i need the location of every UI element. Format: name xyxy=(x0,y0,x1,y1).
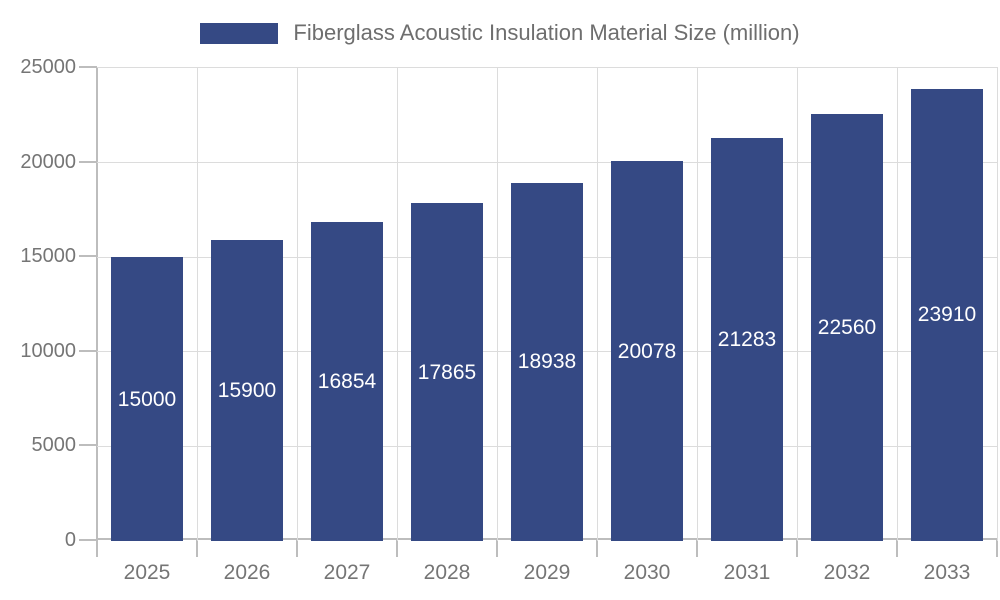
x-tick-label: 2028 xyxy=(423,561,471,584)
bar-value-label: 23910 xyxy=(917,303,977,327)
y-tick-label: 25000 xyxy=(20,56,76,78)
x-tick-mark xyxy=(196,540,198,557)
x-tick-label: 2025 xyxy=(123,561,171,584)
plot-area: 15000 15900 16854 17865 18938 20078 21283 22560… xyxy=(97,67,998,541)
y-tick-mark xyxy=(79,444,97,447)
x-tick-label: 2033 xyxy=(923,561,971,584)
bar[interactable]: 20078 xyxy=(611,161,683,541)
bar[interactable]: 21283 xyxy=(711,138,783,541)
bar[interactable]: 17865 xyxy=(411,203,483,541)
bar-value-label: 21283 xyxy=(717,328,777,352)
y-tick-label: 20000 xyxy=(20,150,76,173)
x-tick-label: 2027 xyxy=(323,561,371,584)
bar[interactable]: 23910 xyxy=(911,88,983,541)
gridline-vertical xyxy=(796,68,798,541)
x-tick-mark xyxy=(696,540,698,557)
y-tick-mark xyxy=(79,349,97,352)
x-tick-label: 2030 xyxy=(623,561,671,584)
y-axis-line xyxy=(96,67,98,540)
x-tick-mark xyxy=(96,540,98,557)
bar[interactable]: 18938 xyxy=(511,182,583,541)
y-tick-mark xyxy=(79,255,97,258)
gridline-vertical xyxy=(896,68,898,541)
x-tick-label: 2029 xyxy=(523,561,571,584)
x-tick-label: 2026 xyxy=(223,561,271,584)
x-tick-mark xyxy=(396,540,398,557)
bar-value-label: 18938 xyxy=(517,350,577,374)
bar[interactable]: 16854 xyxy=(311,222,383,541)
x-tick-mark xyxy=(796,540,798,557)
x-tick-mark xyxy=(996,540,998,557)
y-tick-label: 0 xyxy=(64,529,76,551)
y-tick-mark xyxy=(79,160,97,163)
gridline-vertical xyxy=(496,68,498,541)
x-tick-mark xyxy=(296,540,298,557)
x-tick-mark xyxy=(596,540,598,557)
bar-value-label: 22560 xyxy=(817,316,877,340)
bar-value-label: 15900 xyxy=(217,379,277,403)
x-tick-mark xyxy=(496,540,498,557)
y-tick-label: 5000 xyxy=(31,434,77,457)
bar[interactable]: 15900 xyxy=(211,240,283,541)
x-tick-mark xyxy=(896,540,898,557)
gridline-vertical xyxy=(596,68,598,541)
bar-value-label: 16854 xyxy=(317,370,377,394)
y-tick-label: 10000 xyxy=(20,339,76,362)
gridline-vertical xyxy=(196,68,198,541)
bar[interactable]: 22560 xyxy=(811,114,883,541)
legend-swatch xyxy=(200,22,279,44)
bar-value-label: 20078 xyxy=(617,339,677,363)
legend-label: Fiberglass Acoustic Insulation Material … xyxy=(293,20,800,45)
gridline-vertical xyxy=(296,68,298,541)
gridline-vertical xyxy=(396,68,398,541)
x-tick-label: 2031 xyxy=(723,561,771,584)
gridline-horizontal xyxy=(97,162,997,164)
bar-value-label: 17865 xyxy=(417,360,477,384)
y-tick-mark xyxy=(79,66,97,68)
y-tick-mark xyxy=(79,539,97,541)
gridline-vertical xyxy=(696,68,698,541)
y-tick-label: 15000 xyxy=(20,245,76,268)
x-tick-label: 2032 xyxy=(823,561,871,584)
legend[interactable]: Fiberglass Acoustic Insulation Material … xyxy=(0,20,1000,46)
bar-value-label: 15000 xyxy=(117,387,177,411)
bar[interactable]: 15000 xyxy=(111,257,183,541)
